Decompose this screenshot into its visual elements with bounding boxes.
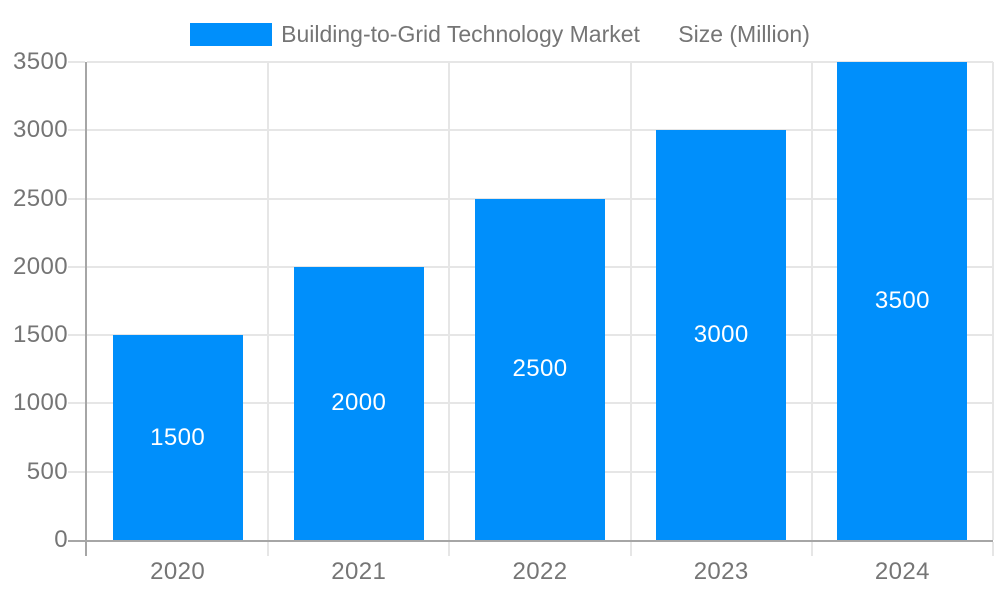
x-axis-tick <box>810 542 813 556</box>
bar-value-label: 3500 <box>874 287 930 314</box>
y-axis-tick-label: 1000 <box>13 389 68 417</box>
legend-label: Building-to-Grid Technology Market Size … <box>281 21 810 47</box>
y-axis-tick-label: 1500 <box>13 321 68 349</box>
bar-value-label: 1500 <box>150 423 206 451</box>
y-axis-tick-label: 2000 <box>13 252 68 280</box>
y-axis-tick <box>68 402 85 405</box>
x-axis-line <box>68 540 993 542</box>
bar-value-label: 2500 <box>512 355 568 383</box>
y-axis-tick <box>68 265 85 268</box>
x-axis-category-label: 2024 <box>874 558 930 585</box>
y-axis-tick-label: 500 <box>26 457 68 485</box>
y-axis-tick <box>68 61 85 63</box>
bar: 1500 <box>112 335 243 540</box>
gridline-horizontal <box>87 129 993 132</box>
y-axis-line <box>85 62 87 556</box>
x-axis-tick <box>629 542 632 556</box>
bar: 3000 <box>656 130 787 540</box>
legend: Building-to-Grid Technology Market Size … <box>0 21 1000 48</box>
x-axis-category-label: 2021 <box>331 558 387 585</box>
y-axis-tick <box>68 129 85 132</box>
bar: 2500 <box>475 198 605 540</box>
gridline-vertical <box>448 62 451 540</box>
legend-swatch <box>190 23 273 46</box>
bar-value-label: 3000 <box>693 321 749 349</box>
x-axis-tick <box>448 542 451 556</box>
gridline-vertical <box>267 62 270 540</box>
x-axis-tick <box>992 542 994 556</box>
y-axis-tick-label: 3500 <box>13 48 68 75</box>
y-axis-tick <box>68 197 85 200</box>
x-axis-category-label: 2023 <box>693 558 749 585</box>
bar-value-label: 2000 <box>331 389 387 417</box>
x-axis-category-label: 2022 <box>512 558 568 585</box>
gridline-vertical <box>992 62 994 540</box>
gridline-horizontal <box>87 61 993 63</box>
y-axis-tick-label: 3000 <box>13 116 68 144</box>
x-axis-category-label: 2020 <box>150 558 206 585</box>
y-axis-tick-label: 0 <box>54 526 68 553</box>
x-axis-tick <box>267 542 270 556</box>
gridline-vertical <box>629 62 632 540</box>
gridline-vertical <box>810 62 813 540</box>
y-axis-tick <box>68 334 85 337</box>
y-axis-tick <box>68 470 85 473</box>
y-axis-tick-label: 2500 <box>13 184 68 212</box>
plot-area: 1500 2000 2500 3000 3500 <box>68 61 994 556</box>
bar: 2000 <box>293 266 424 540</box>
bar: 3500 <box>837 62 968 540</box>
